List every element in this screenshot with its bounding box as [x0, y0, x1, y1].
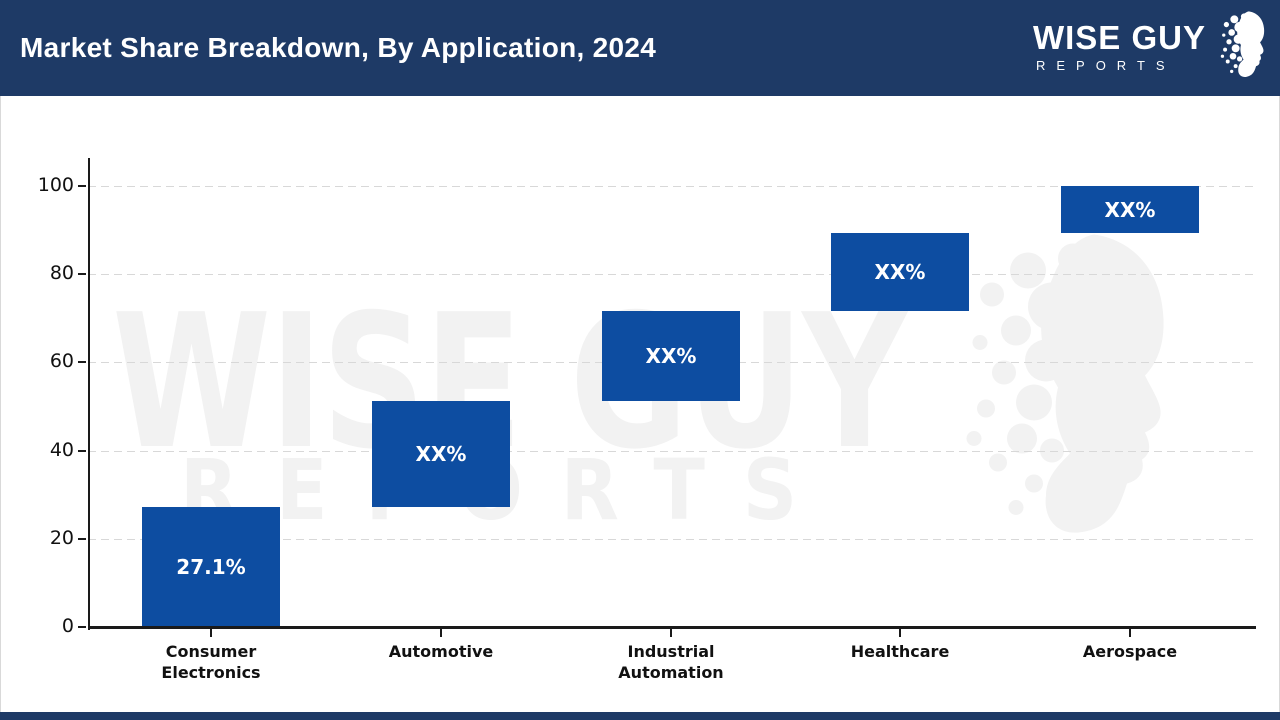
bar-1: 27.1% [142, 507, 280, 627]
header-bar: Market Share Breakdown, By Application, … [0, 0, 1280, 96]
bar-4: XX% [831, 233, 969, 311]
y-tick-label-100: 100 [37, 174, 74, 196]
page-title: Market Share Breakdown, By Application, … [20, 32, 657, 63]
brand-subtitle: REPORTS [1035, 58, 1176, 74]
y-tick-80 [78, 273, 86, 276]
gridline-80 [88, 274, 1256, 276]
x-tick-5 [1129, 629, 1131, 637]
brand-logo: WISE GUY REPORTS [1033, 6, 1266, 88]
y-tick-100 [78, 185, 86, 187]
x-tick-2 [440, 629, 442, 637]
x-category-label: Automotive [388, 642, 494, 661]
bar-3: XX% [602, 310, 740, 402]
y-tick-60 [78, 361, 86, 364]
x-category-label: Industrial Automation [618, 642, 724, 682]
x-category-label: Aerospace [1082, 642, 1178, 661]
bar-5: XX% [1061, 186, 1199, 234]
footer-bar [0, 712, 1280, 720]
bar-value-label: XX% [874, 259, 926, 284]
gridline-100 [88, 186, 1256, 187]
x-tick-3 [670, 629, 672, 637]
bar-value-label: 27.1% [176, 555, 246, 580]
y-tick-label-20: 20 [49, 526, 74, 549]
x-tick-4 [899, 629, 901, 637]
bar-value-label: XX% [415, 442, 467, 467]
y-tick-label-80: 80 [49, 262, 74, 285]
x-axis-line [88, 626, 1256, 629]
x-category-label: Healthcare [850, 642, 950, 661]
y-tick-label-0: 0 [61, 615, 74, 637]
gridline-20 [88, 538, 1256, 540]
gridline-40 [88, 450, 1256, 452]
x-category-label: Consumer Electronics [161, 642, 261, 682]
bar-value-label: XX% [1104, 197, 1156, 222]
brand-name: WISE GUY [1032, 18, 1206, 56]
brand-logo-text: WISE GUY REPORTS [1032, 18, 1206, 74]
y-tick-label-60: 60 [49, 350, 74, 373]
bar-value-label: XX% [645, 343, 697, 368]
y-axis-line [88, 158, 90, 630]
y-tick-20 [78, 537, 86, 540]
y-tick-0 [78, 626, 86, 628]
bar-2: XX% [372, 401, 510, 508]
x-tick-1 [210, 629, 212, 637]
y-tick-40 [78, 449, 86, 452]
y-tick-label-40: 40 [49, 438, 74, 461]
